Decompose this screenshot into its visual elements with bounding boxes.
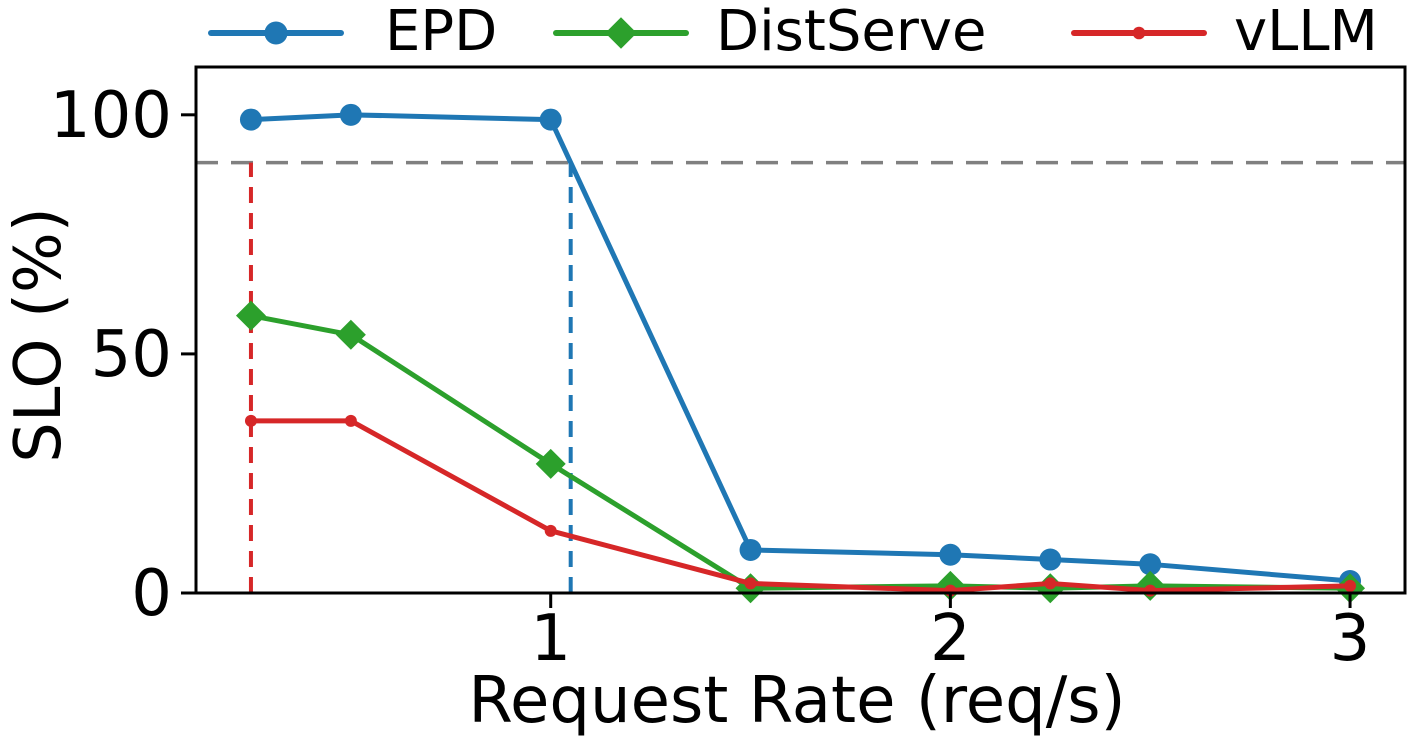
marker-diamond — [605, 17, 637, 49]
x-tick-label: 1 — [530, 602, 571, 676]
legend-sample-epd — [208, 21, 344, 45]
marker-circle — [744, 577, 757, 590]
series-lines — [235, 103, 1366, 604]
x-tick-label: 2 — [930, 602, 971, 676]
marker-diamond — [235, 300, 266, 331]
legend-sample-distserve — [553, 17, 689, 49]
y-axis-label: SLO (%) — [2, 207, 76, 462]
legend-item-vllm: vLLM — [1071, 0, 1378, 64]
marker-circle — [1344, 579, 1357, 592]
legend-label-vllm: vLLM — [1234, 0, 1378, 64]
marker-diamond — [535, 448, 566, 479]
marker-circle — [1144, 584, 1157, 597]
legend-item-epd: EPD — [208, 0, 497, 64]
marker-circle — [264, 21, 288, 45]
plot-frame — [194, 65, 1407, 595]
y-tick-label: 100 — [50, 79, 172, 153]
legend-item-distserve: DistServe — [553, 0, 986, 64]
marker-circle — [544, 524, 557, 537]
marker-circle — [939, 543, 962, 566]
y-axis-ticks: 0 50 100 — [50, 79, 196, 631]
marker-circle — [344, 414, 357, 427]
reference-lines — [196, 160, 1405, 593]
y-tick-label: 0 — [131, 557, 172, 631]
legend-label-epd: EPD — [385, 0, 497, 64]
marker-circle — [539, 108, 562, 131]
legend: EPD DistServe vLLM — [208, 0, 1378, 64]
marker-circle — [1132, 26, 1146, 40]
marker-circle — [739, 538, 762, 561]
series-line — [248, 112, 1353, 584]
marker-circle — [1039, 548, 1062, 571]
series-line — [248, 313, 1353, 591]
marker-circle — [339, 103, 362, 126]
plot-area: 1 2 3 0 50 100 Request Rate (req/s) SLO (%) — [2, 65, 1407, 738]
marker-circle — [1044, 577, 1057, 590]
legend-label-distserve: DistServe — [716, 0, 986, 64]
x-tick-label: 3 — [1330, 602, 1371, 676]
y-tick-label: 50 — [91, 318, 172, 392]
legend-sample-vllm — [1071, 26, 1207, 40]
x-axis-label: Request Rate (req/s) — [468, 664, 1125, 738]
marker-circle — [244, 414, 257, 427]
marker-diamond — [335, 319, 366, 350]
x-axis-ticks: 1 2 3 — [530, 593, 1370, 676]
marker-circle — [1139, 553, 1162, 576]
marker-circle — [239, 108, 262, 131]
series-epd — [239, 103, 1362, 593]
series-line — [248, 418, 1353, 594]
